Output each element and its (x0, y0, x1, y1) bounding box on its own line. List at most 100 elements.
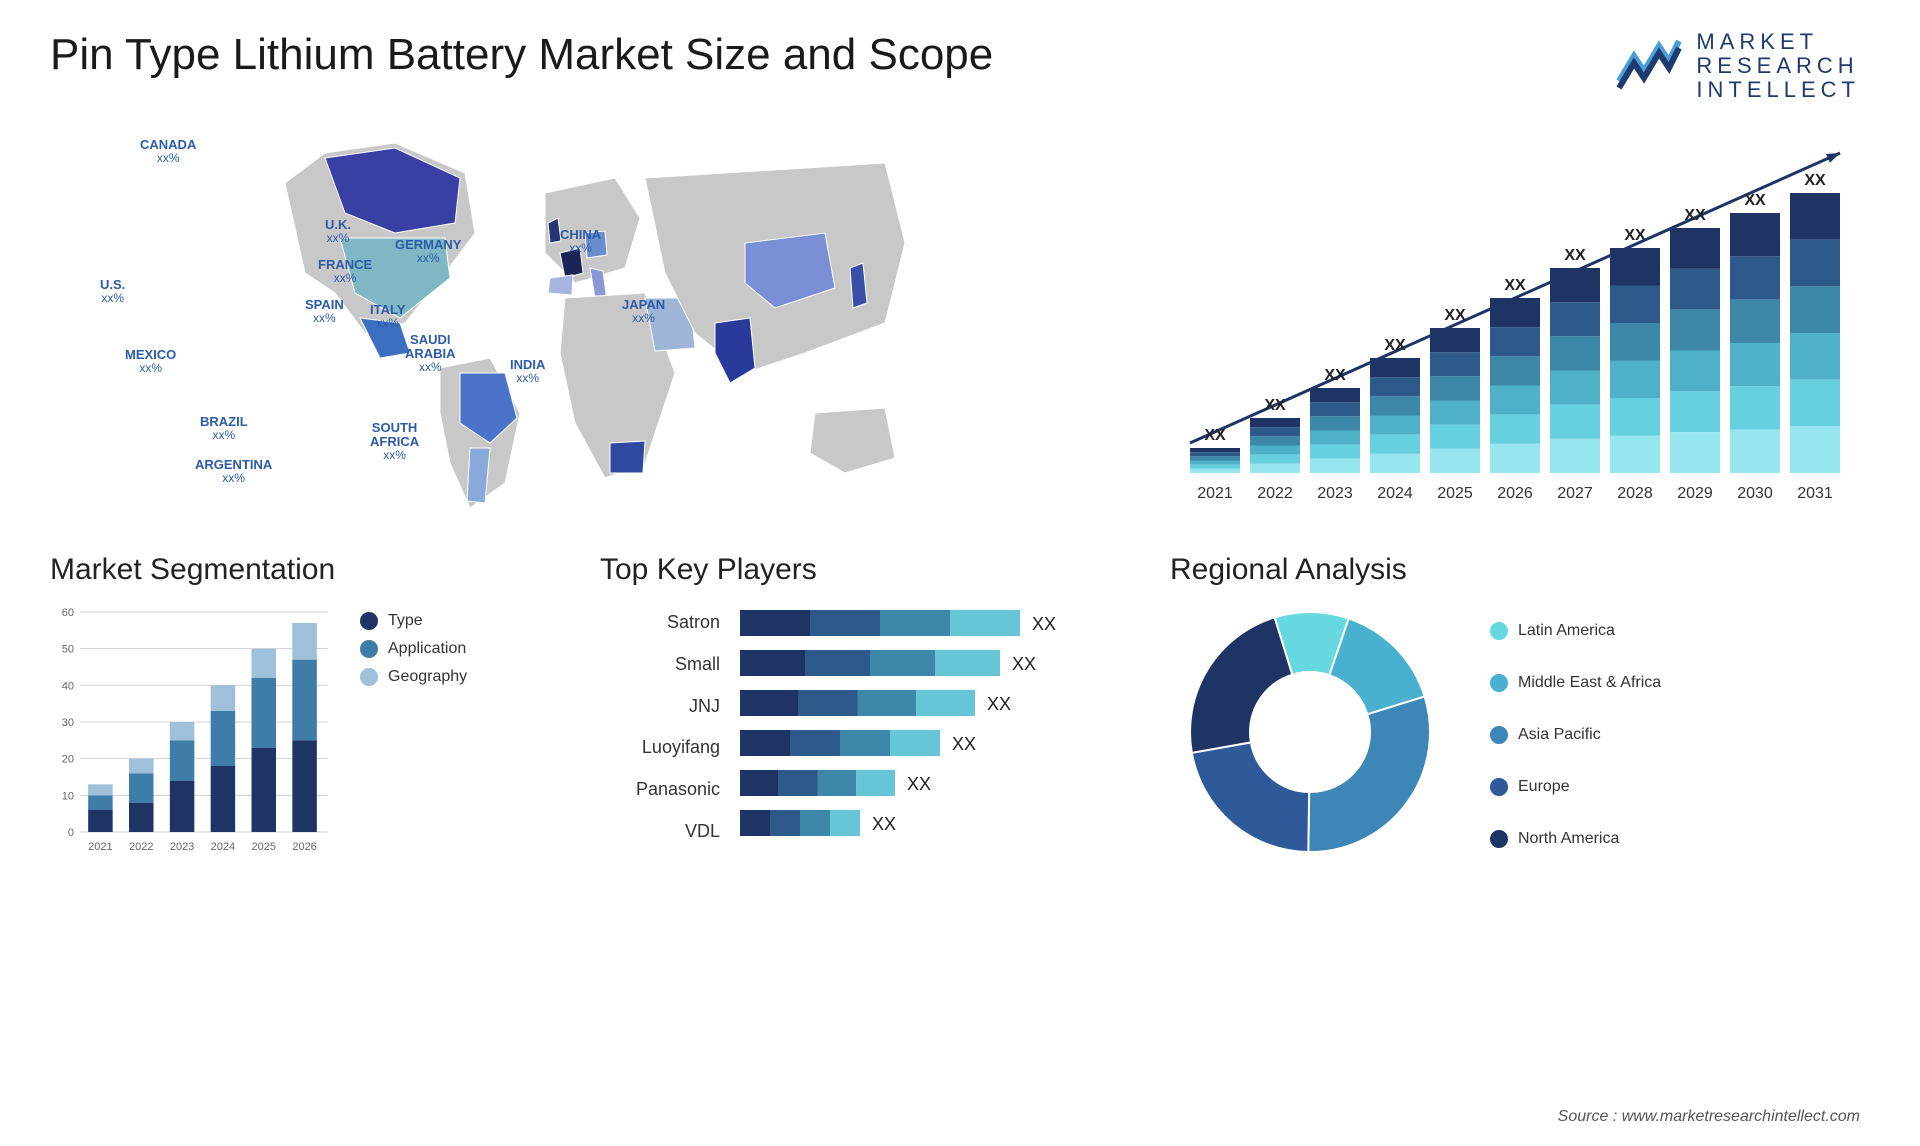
svg-text:XX: XX (1444, 307, 1466, 324)
svg-text:60: 60 (62, 607, 74, 619)
svg-text:XX: XX (1684, 207, 1706, 224)
svg-text:2023: 2023 (170, 841, 194, 853)
player-name: VDL (600, 813, 720, 849)
segmentation-legend: TypeApplicationGeography (360, 602, 467, 862)
legend-dot-icon (1490, 622, 1508, 640)
svg-text:XX: XX (1032, 614, 1056, 634)
svg-text:20: 20 (62, 753, 74, 765)
players-panel: Top Key Players SatronSmallJNJLuoyifangP… (600, 553, 1120, 862)
svg-text:40: 40 (62, 680, 74, 692)
svg-text:2024: 2024 (1377, 485, 1413, 502)
svg-text:2023: 2023 (1317, 485, 1353, 502)
upper-section: CANADAxx% U.S.xx% MEXICOxx% BRAZILxx% ARGENT… (0, 113, 1920, 523)
legend-label: Type (388, 612, 423, 630)
regional-title: Regional Analysis (1170, 553, 1870, 587)
svg-text:XX: XX (1204, 427, 1226, 444)
svg-text:2021: 2021 (1197, 485, 1233, 502)
page-title: Pin Type Lithium Battery Market Size and… (50, 30, 993, 80)
legend-item: Type (360, 612, 467, 630)
legend-item: Middle East & Africa (1490, 674, 1661, 692)
svg-text:XX: XX (1804, 172, 1826, 189)
svg-text:XX: XX (1012, 654, 1036, 674)
svg-text:XX: XX (1744, 192, 1766, 209)
map-label: MEXICOxx% (125, 348, 176, 375)
legend-dot-icon (1490, 674, 1508, 692)
svg-text:XX: XX (1264, 397, 1286, 414)
svg-text:XX: XX (1504, 277, 1526, 294)
legend-label: North America (1518, 830, 1619, 848)
regional-donut (1170, 602, 1450, 862)
svg-text:2030: 2030 (1737, 485, 1773, 502)
player-name: Luoyifang (600, 729, 720, 765)
logo-line-3: INTELLECT (1696, 78, 1860, 102)
map-label: ARGENTINAxx% (195, 458, 272, 485)
map-label: U.K.xx% (325, 218, 351, 245)
regional-panel: Regional Analysis Latin America Middle Ea… (1170, 553, 1870, 862)
players-labels: SatronSmallJNJLuoyifangPanasonicVDL (600, 602, 720, 852)
world-map: CANADAxx% U.S.xx% MEXICOxx% BRAZILxx% ARGENT… (50, 123, 1140, 523)
svg-text:2026: 2026 (292, 841, 316, 853)
legend-label: Latin America (1518, 622, 1615, 640)
svg-text:2027: 2027 (1557, 485, 1593, 502)
legend-dot-icon (1490, 830, 1508, 848)
legend-item: North America (1490, 830, 1661, 848)
main-bar-chart-svg: XX2021XX2022XX2023XX2024XX2025XX2026XX20… (1170, 133, 1870, 513)
svg-text:XX: XX (1324, 367, 1346, 384)
legend-item: Asia Pacific (1490, 726, 1661, 744)
legend-label: Middle East & Africa (1518, 674, 1661, 692)
player-name: JNJ (600, 688, 720, 724)
map-label: SPAINxx% (305, 298, 344, 325)
svg-text:XX: XX (1384, 337, 1406, 354)
legend-label: Europe (1518, 778, 1570, 796)
legend-item: Europe (1490, 778, 1661, 796)
logo-icon (1614, 36, 1684, 96)
map-label: FRANCExx% (318, 258, 372, 285)
svg-text:2022: 2022 (1257, 485, 1293, 502)
segmentation-panel: Market Segmentation 01020304050602021202… (50, 553, 550, 862)
legend-item: Application (360, 640, 467, 658)
legend-dot-icon (360, 668, 378, 686)
legend-item: Latin America (1490, 622, 1661, 640)
svg-text:2022: 2022 (129, 841, 153, 853)
svg-text:2028: 2028 (1617, 485, 1653, 502)
svg-text:XX: XX (1624, 227, 1646, 244)
svg-text:XX: XX (872, 814, 896, 834)
svg-text:2025: 2025 (1437, 485, 1473, 502)
legend-label: Asia Pacific (1518, 726, 1601, 744)
map-label: ITALYxx% (370, 303, 405, 330)
player-name: Small (600, 646, 720, 682)
legend-dot-icon (360, 612, 378, 630)
legend-dot-icon (1490, 778, 1508, 796)
svg-text:2024: 2024 (211, 841, 235, 853)
header: Pin Type Lithium Battery Market Size and… (0, 0, 1920, 113)
map-label: BRAZILxx% (200, 415, 248, 442)
svg-text:XX: XX (907, 774, 931, 794)
legend-label: Application (388, 640, 466, 658)
map-label: U.S.xx% (100, 278, 125, 305)
source-attribution: Source : www.marketresearchintellect.com (1558, 1108, 1860, 1126)
logo-text: MARKET RESEARCH INTELLECT (1696, 30, 1860, 103)
legend-dot-icon (1490, 726, 1508, 744)
svg-text:50: 50 (62, 643, 74, 655)
map-label: SAUDIARABIAxx% (405, 333, 456, 375)
logo-line-1: MARKET (1696, 30, 1860, 54)
svg-text:0: 0 (68, 827, 74, 839)
map-label: INDIAxx% (510, 358, 545, 385)
logo-line-2: RESEARCH (1696, 54, 1860, 78)
svg-text:2025: 2025 (252, 841, 276, 853)
svg-text:2021: 2021 (88, 841, 112, 853)
segmentation-chart: 0102030405060202120222023202420252026 (50, 602, 330, 862)
lower-section: Market Segmentation 01020304050602021202… (0, 523, 1920, 862)
map-label: GERMANYxx% (395, 238, 461, 265)
map-label: JAPANxx% (622, 298, 665, 325)
svg-text:XX: XX (987, 694, 1011, 714)
player-name: Panasonic (600, 771, 720, 807)
svg-text:2029: 2029 (1677, 485, 1713, 502)
regional-legend: Latin America Middle East & Africa Asia Pa… (1490, 602, 1661, 858)
svg-text:30: 30 (62, 717, 74, 729)
main-bar-chart: XX2021XX2022XX2023XX2024XX2025XX2026XX20… (1170, 133, 1870, 513)
map-label: CANADAxx% (140, 138, 196, 165)
svg-text:2031: 2031 (1797, 485, 1833, 502)
svg-text:XX: XX (952, 734, 976, 754)
players-chart: XXXXXXXXXXXX (740, 602, 1100, 852)
